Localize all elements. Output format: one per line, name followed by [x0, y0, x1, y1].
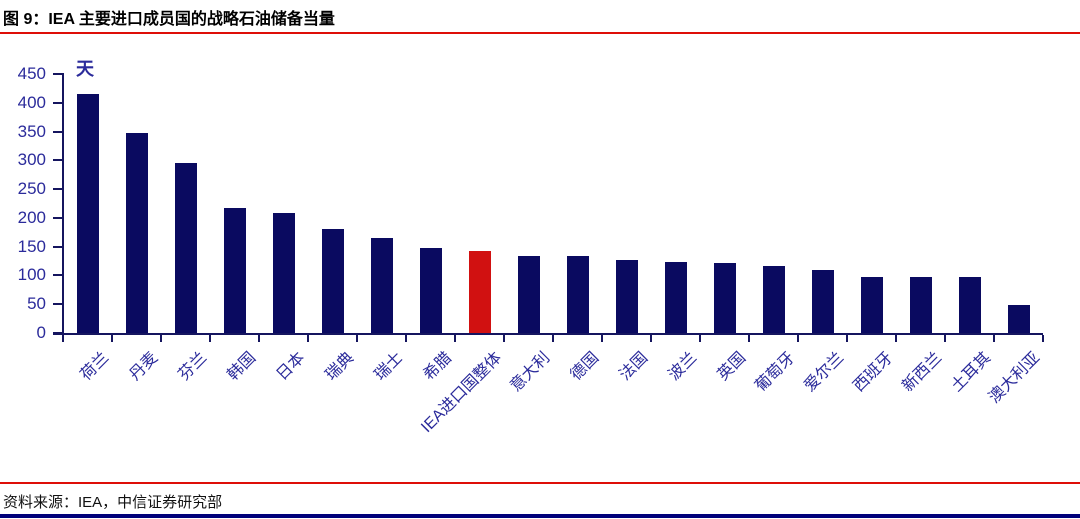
page-title: 图 9：IEA 主要进口成员国的战略石油储备当量 — [3, 11, 335, 28]
x-tick — [62, 335, 64, 342]
y-tick — [53, 216, 63, 219]
category-label: 日本 — [274, 349, 309, 384]
x-tick — [503, 335, 505, 342]
bar — [223, 208, 246, 333]
x-tick — [748, 335, 750, 342]
y-tick — [53, 188, 63, 191]
bar — [811, 269, 834, 333]
y-tick-label: 200 — [17, 207, 46, 227]
x-tick — [797, 335, 799, 342]
y-tick-label: 300 — [17, 150, 46, 170]
bar — [419, 248, 442, 333]
y-tick — [53, 303, 63, 306]
category-label: 意大利 — [507, 349, 554, 396]
y-tick — [53, 159, 63, 162]
bar — [76, 94, 99, 333]
category-label: 韩国 — [225, 349, 260, 384]
y-axis-line — [62, 73, 64, 335]
bar — [566, 256, 589, 333]
category-label: 英国 — [715, 349, 750, 384]
y-tick-label: 250 — [17, 179, 46, 199]
y-tick-label: 50 — [27, 294, 46, 314]
bar — [762, 266, 785, 333]
bar — [615, 260, 638, 333]
category-label: 丹麦 — [127, 349, 162, 384]
title-underline-rule — [0, 32, 1080, 34]
y-tick — [53, 101, 63, 104]
category-label: 希腊 — [421, 349, 456, 384]
y-tick-label: 0 — [36, 323, 46, 342]
source-divider-rule — [0, 482, 1080, 484]
x-tick — [307, 335, 309, 342]
x-tick — [699, 335, 701, 342]
category-label: 瑞士 — [372, 349, 407, 384]
x-tick — [944, 335, 946, 342]
y-tick — [53, 130, 63, 133]
category-label: 西班牙 — [850, 349, 897, 396]
x-tick — [356, 335, 358, 342]
x-tick — [601, 335, 603, 342]
y-tick-label: 350 — [17, 121, 46, 141]
category-label: 爱尔兰 — [801, 349, 848, 396]
x-tick — [993, 335, 995, 342]
x-tick — [160, 335, 162, 342]
category-label: 葡萄牙 — [752, 349, 799, 396]
y-tick-label: 150 — [17, 236, 46, 256]
x-tick — [650, 335, 652, 342]
x-tick — [1042, 335, 1044, 342]
bar — [664, 261, 687, 333]
bar-highlight — [468, 251, 491, 333]
bottom-border-rule — [0, 514, 1080, 518]
category-label: 法国 — [617, 349, 652, 384]
x-tick — [846, 335, 848, 342]
bar — [713, 262, 736, 333]
x-tick — [209, 335, 211, 342]
category-label: 德国 — [568, 349, 603, 384]
x-tick — [454, 335, 456, 342]
bar — [272, 212, 295, 333]
bar — [1007, 304, 1030, 333]
bar — [958, 277, 981, 333]
x-tick — [258, 335, 260, 342]
bar — [125, 133, 148, 333]
category-label: 澳大利亚 — [986, 349, 1044, 407]
x-tick — [895, 335, 897, 342]
x-axis-line — [53, 333, 1043, 335]
bar — [174, 163, 197, 333]
y-tick-label: 400 — [17, 92, 46, 112]
y-axis-unit-label: 天 — [76, 59, 94, 79]
category-label: 新西兰 — [899, 349, 946, 396]
category-label: 波兰 — [666, 349, 701, 384]
y-tick — [53, 245, 63, 248]
x-tick — [405, 335, 407, 342]
y-tick-label: 100 — [17, 265, 46, 285]
bar — [370, 238, 393, 333]
bar — [909, 277, 932, 333]
y-tick-label: 450 — [17, 64, 46, 83]
y-tick — [53, 274, 63, 277]
category-label: 瑞典 — [323, 349, 358, 384]
bar — [517, 255, 540, 333]
x-tick — [111, 335, 113, 342]
y-tick — [53, 73, 63, 75]
x-tick — [552, 335, 554, 342]
category-label: 荷兰 — [78, 349, 113, 384]
category-label: 芬兰 — [176, 349, 211, 384]
bar — [321, 229, 344, 333]
source-note: 资料来源：IEA，中信证券研究部 — [3, 494, 223, 511]
y-tick — [53, 332, 63, 334]
bar — [860, 276, 883, 333]
